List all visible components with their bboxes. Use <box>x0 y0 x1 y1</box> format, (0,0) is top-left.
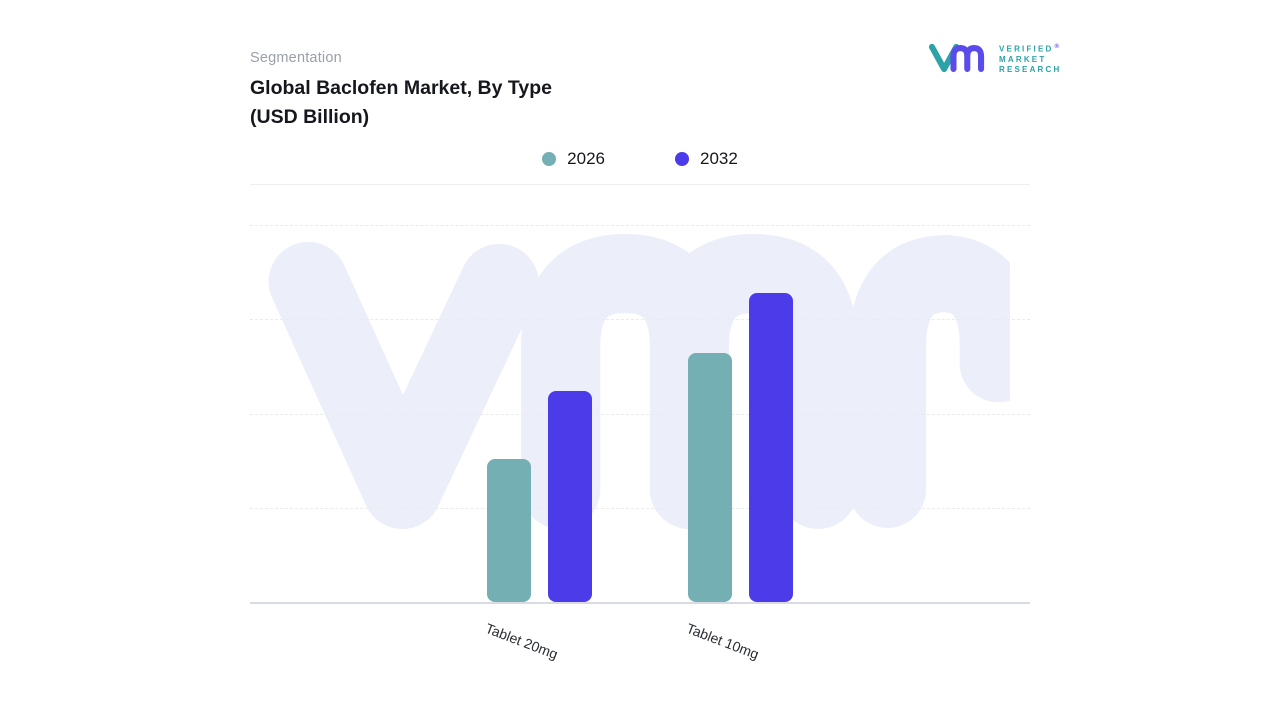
legend-item-2026[interactable]: 2026 <box>542 149 605 169</box>
logo-line-verified: VERIFIED <box>999 44 1054 54</box>
gridline <box>250 413 1030 415</box>
legend-label-2032: 2032 <box>700 149 738 168</box>
x-axis-cell-tablet-10mg: Tablet 10mg <box>684 616 793 686</box>
chart-title: Global Baclofen Market, By Type (USD Bil… <box>250 74 552 132</box>
plot-area <box>250 225 1030 604</box>
bar-2032-tablet-20mg[interactable] <box>548 390 592 602</box>
chart-title-line1: Global Baclofen Market, By Type <box>250 77 552 99</box>
logo-line-research: RESEARCH <box>999 64 1062 74</box>
vmr-watermark-icon <box>268 233 1010 530</box>
x-axis-labels: Tablet 20mg Tablet 10mg <box>250 616 1030 686</box>
x-axis-cell-tablet-20mg: Tablet 20mg <box>483 616 592 686</box>
bar-2026-tablet-10mg[interactable] <box>688 353 732 602</box>
gridline <box>250 319 1030 321</box>
legend-item-2032[interactable]: 2032 <box>675 149 738 169</box>
bars-row <box>250 225 1030 602</box>
legend-label-2026: 2026 <box>567 149 605 168</box>
bar-group-tablet-20mg <box>487 225 592 602</box>
legend-dot-2032 <box>675 152 689 166</box>
vmr-logo: VERIFIED® MARKET RESEARCH <box>928 42 1062 75</box>
vmr-logo-text: VERIFIED® MARKET RESEARCH <box>999 42 1062 75</box>
x-axis-label-tablet-20mg: Tablet 20mg <box>483 620 561 663</box>
bar-group-tablet-10mg <box>688 225 793 602</box>
gridline <box>250 507 1030 509</box>
vmr-logo-mark <box>928 44 985 73</box>
logo-line-market: MARKET <box>999 54 1047 64</box>
legend: 2026 2032 <box>250 149 1030 169</box>
chart-title-line2: (USD Billion) <box>250 106 370 128</box>
bar-2026-tablet-20mg[interactable] <box>487 458 531 602</box>
gridline <box>250 225 1030 226</box>
bar-2032-tablet-10mg[interactable] <box>749 292 793 602</box>
header-divider <box>250 184 1030 185</box>
registered-trademark-icon: ® <box>1054 44 1062 50</box>
section-label: Segmentation <box>250 50 342 66</box>
x-axis-label-tablet-10mg: Tablet 10mg <box>684 620 762 663</box>
legend-dot-2026 <box>542 152 557 166</box>
